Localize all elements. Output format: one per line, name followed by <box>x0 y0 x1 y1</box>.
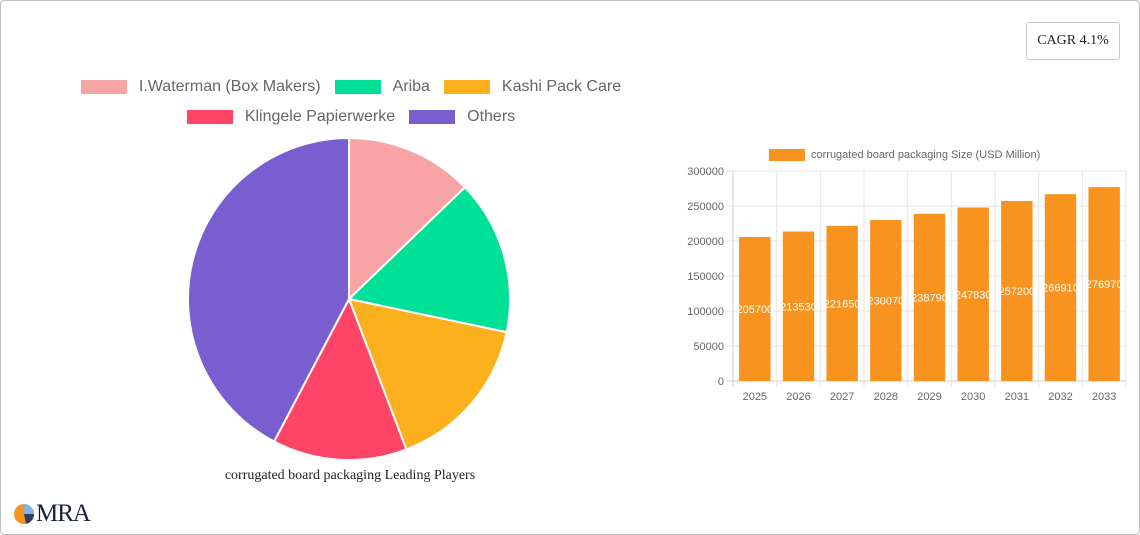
legend-label: Kashi Pack Care <box>501 78 622 95</box>
legend-item-waterman[interactable]: I.Waterman (Box Makers) <box>80 78 321 96</box>
legend-item-klingele[interactable]: Klingele Papierwerke <box>186 108 396 126</box>
bar-value-label: 221650 <box>824 298 861 310</box>
bar-legend-item[interactable]: corrugated board packaging Size (USD Mil… <box>769 149 1040 161</box>
legend-label: Klingele Papierwerke <box>244 108 396 125</box>
bar-2031[interactable] <box>1001 200 1033 381</box>
cagr-badge: CAGR 4.1% <box>1026 22 1120 60</box>
x-tick-label: 2026 <box>786 391 810 403</box>
x-tick-label: 2032 <box>1048 391 1072 403</box>
x-tick-label: 2027 <box>830 391 854 403</box>
x-tick-label: 2030 <box>961 391 985 403</box>
legend-swatch <box>334 80 381 94</box>
bar-value-label: 276970 <box>1086 279 1123 291</box>
y-tick-label: 300000 <box>687 166 724 178</box>
bar-2028[interactable] <box>870 219 902 381</box>
pie-legend: I.Waterman (Box Makers) Ariba Kashi Pack… <box>61 73 641 133</box>
legend-label: I.Waterman (Box Makers) <box>138 78 321 95</box>
legend-swatch <box>186 110 233 124</box>
bar-2033[interactable] <box>1088 187 1120 381</box>
bar-value-label: 238790 <box>911 292 948 304</box>
pie-slice-kashi-pack-care[interactable] <box>347 297 508 451</box>
bar-2027[interactable] <box>826 225 858 381</box>
pie-slice-i-waterman-box-makers[interactable] <box>348 136 467 302</box>
logo-text: MRA <box>36 500 91 527</box>
bar-value-label: 205700 <box>736 304 773 316</box>
x-tick-label: 2028 <box>874 391 898 403</box>
legend-label: corrugated board packaging Size (USD Mil… <box>811 149 1041 161</box>
logo-pie-icon <box>14 504 34 524</box>
y-tick-label: 250000 <box>687 201 724 213</box>
bar-value-label: 257200 <box>998 286 1035 298</box>
bar-2029[interactable] <box>913 213 946 381</box>
bar-value-label: 247830 <box>955 289 992 301</box>
bar-plot-area: 0 50000 100000 150000 200000 250000 300000 2057… <box>687 166 1127 403</box>
pie-chart <box>186 136 512 462</box>
pie-slice-ariba[interactable] <box>346 185 511 334</box>
bar-value-label: 213530 <box>780 301 817 313</box>
bar-2030[interactable] <box>957 207 989 381</box>
y-tick-label: 200000 <box>687 236 724 248</box>
y-tick-label: 150000 <box>687 271 724 283</box>
bar-value-label: 266910 <box>1042 283 1079 295</box>
legend-label: Ariba <box>392 78 430 95</box>
legend-swatch <box>80 80 127 94</box>
bar-2032[interactable] <box>1044 194 1077 381</box>
x-tick-label: 2029 <box>917 391 941 403</box>
legend-swatch <box>443 80 490 94</box>
legend-swatch <box>409 110 456 124</box>
legend-label: Others <box>467 108 516 125</box>
bar-2025[interactable] <box>739 237 771 381</box>
mra-logo: MRA <box>13 500 91 528</box>
bar-2026[interactable] <box>782 231 815 381</box>
x-tick-label: 2025 <box>743 391 767 403</box>
y-tick-label: 50000 <box>693 341 724 353</box>
bar-value-label: 230070 <box>867 295 904 307</box>
pie-chart-title: corrugated board packaging Leading Playe… <box>224 468 476 483</box>
y-tick-label: 0 <box>718 376 724 388</box>
legend-item-kashi[interactable]: Kashi Pack Care <box>443 78 622 96</box>
cagr-label: CAGR 4.1% <box>1037 33 1109 48</box>
pie-slice-others[interactable] <box>187 136 350 443</box>
x-tick-label: 2033 <box>1092 391 1116 403</box>
legend-item-ariba[interactable]: Ariba <box>334 78 430 96</box>
legend-swatch <box>769 149 805 161</box>
pie-slice-klingele-papierwerke[interactable] <box>272 296 408 461</box>
bar-chart: corrugated board packaging Size (USD Mil… <box>661 141 1136 416</box>
y-tick-label: 100000 <box>687 306 724 318</box>
x-tick-label: 2031 <box>1005 391 1029 403</box>
legend-item-others[interactable]: Others <box>409 108 515 126</box>
